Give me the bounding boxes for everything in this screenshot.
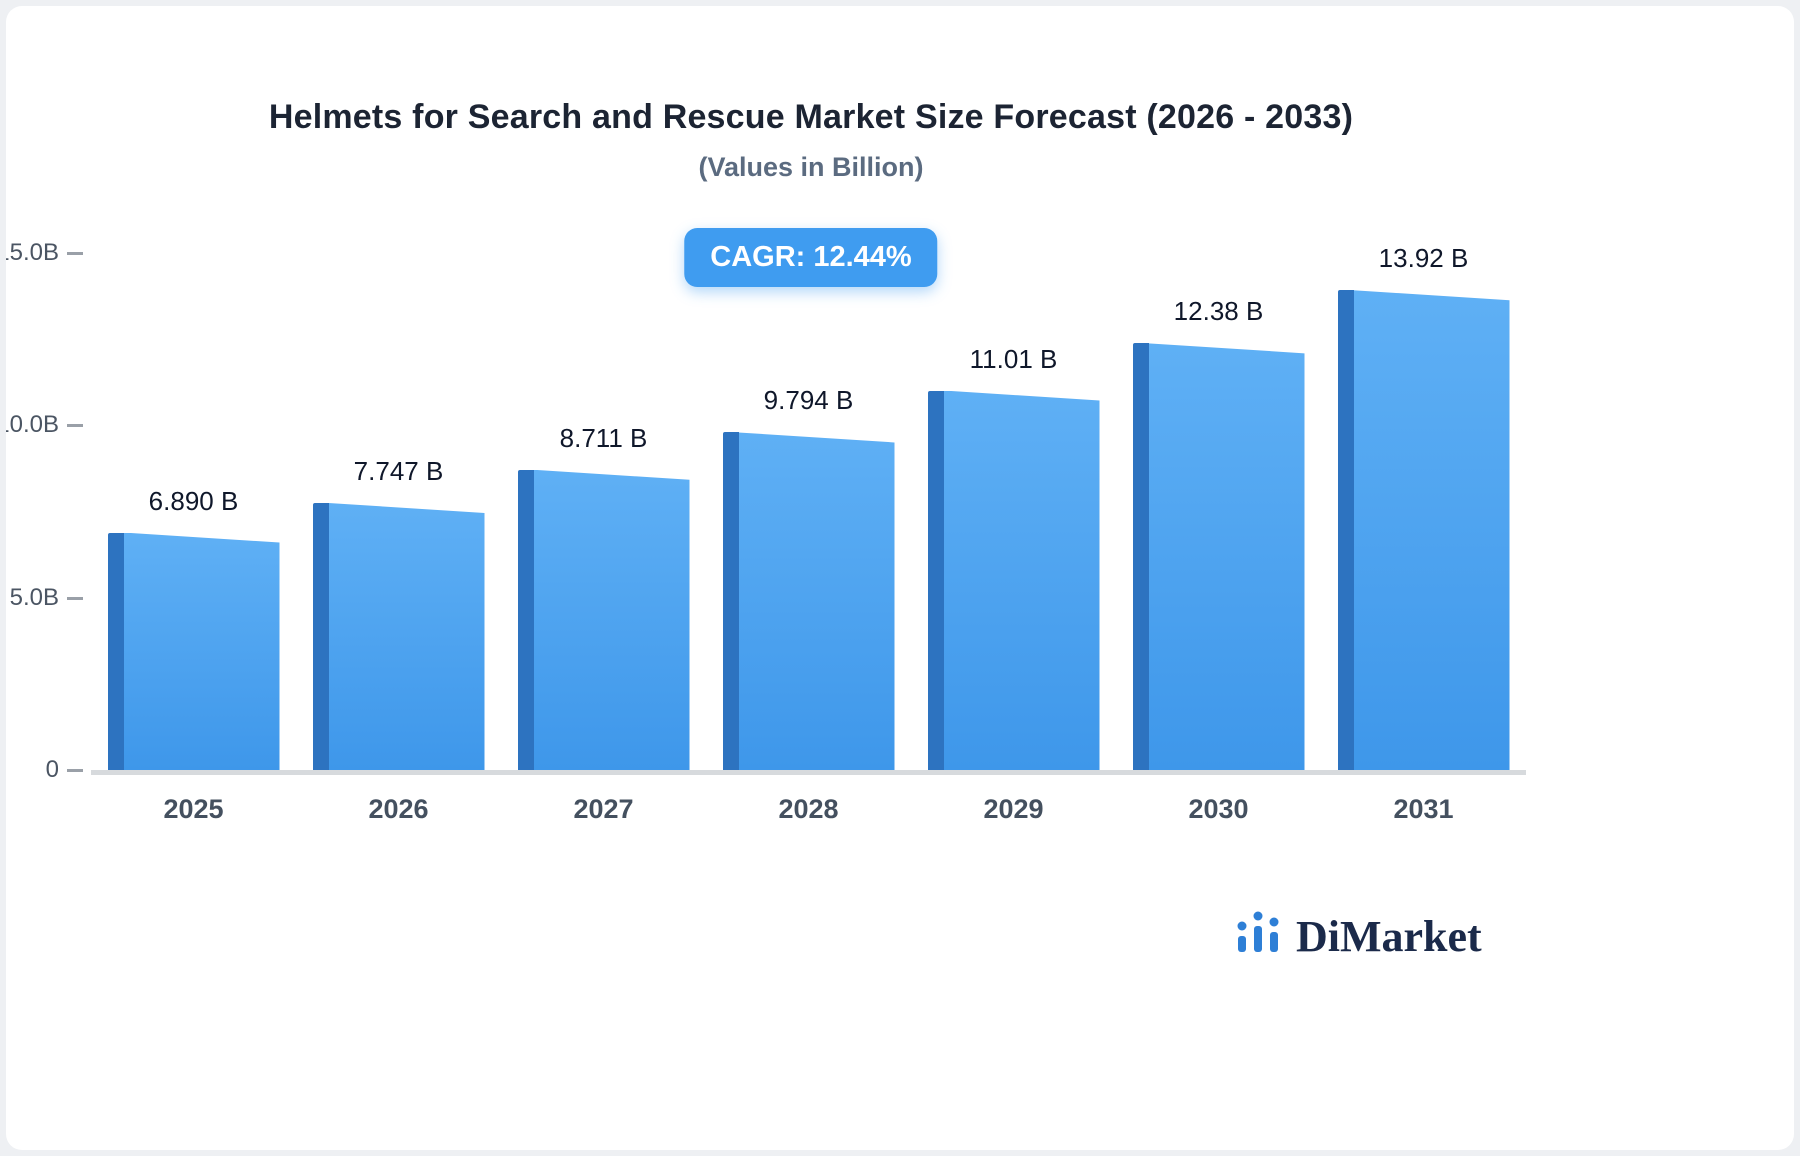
y-axis-tick-label: 15.0B — [6, 239, 59, 266]
bar-front-face — [1148, 343, 1305, 770]
dimarket-logo-text: DiMarket — [1296, 912, 1482, 961]
y-axis-tick-mark — [67, 769, 83, 772]
y-axis-tick-mark — [67, 424, 83, 428]
cagr-badge: CAGR: 12.44% — [684, 228, 938, 287]
y-axis-tick-mark — [67, 252, 83, 255]
x-axis-label: 2027 — [573, 794, 634, 824]
bar-2028 — [722, 432, 895, 770]
bar-2026 — [312, 503, 485, 770]
plot-area: 0 5.0B 10.0B 15.0B 6.890 B 2025 7.747 B 2026 8.7… — [6, 239, 1526, 824]
dimarket-logo-icon — [1234, 904, 1286, 959]
bar-value-label: 7.747 B — [353, 456, 444, 486]
chart-card: Helmets for Search and Rescue Market Siz… — [6, 6, 1794, 1150]
x-axis-label: 2030 — [1188, 794, 1249, 824]
bar-2025 — [107, 532, 280, 770]
x-axis-label: 2026 — [368, 794, 429, 824]
x-axis-label: 2025 — [163, 794, 224, 824]
bar-side-face — [517, 469, 534, 770]
bar-front-face — [1353, 290, 1510, 770]
bar-2030 — [1132, 343, 1305, 770]
bar-2029 — [927, 390, 1100, 770]
y-axis-tick-mark — [67, 596, 83, 600]
bar-front-face — [533, 469, 690, 770]
bar-front-face — [943, 390, 1100, 770]
x-axis-label: 2031 — [1393, 794, 1454, 824]
bar-value-label: 13.92 B — [1378, 243, 1469, 274]
bar-side-face — [722, 432, 739, 770]
bar-value-label: 8.711 B — [559, 422, 648, 453]
bar-value-label: 11.01 B — [969, 343, 1058, 374]
y-axis-tick-label: 10.0B — [6, 411, 59, 439]
bar-front-face — [738, 432, 895, 770]
bar-side-face — [107, 532, 124, 770]
y-axis-tick-label: 5.0B — [9, 583, 59, 611]
bar-value-label: 6.890 B — [148, 485, 239, 516]
bar-side-face — [1337, 290, 1354, 770]
bar-2031 — [1337, 290, 1510, 770]
bar-side-face — [1132, 343, 1149, 770]
bar-2027 — [517, 469, 690, 770]
y-axis-tick-label: 0 — [45, 756, 59, 783]
x-axis-label: 2029 — [983, 794, 1044, 824]
bar-front-face — [328, 503, 485, 770]
chart-subtitle: (Values in Billion) — [698, 152, 924, 182]
x-axis-label: 2028 — [778, 794, 839, 824]
bar-front-face — [123, 532, 280, 770]
dimarket-logo: DiMarket — [1234, 904, 1482, 959]
bar-side-face — [927, 390, 944, 770]
bar-value-label: 12.38 B — [1173, 296, 1264, 327]
bar-side-face — [312, 503, 329, 770]
bar-value-label: 9.794 B — [763, 385, 854, 416]
chart-title: Helmets for Search and Rescue Market Siz… — [268, 98, 1354, 136]
